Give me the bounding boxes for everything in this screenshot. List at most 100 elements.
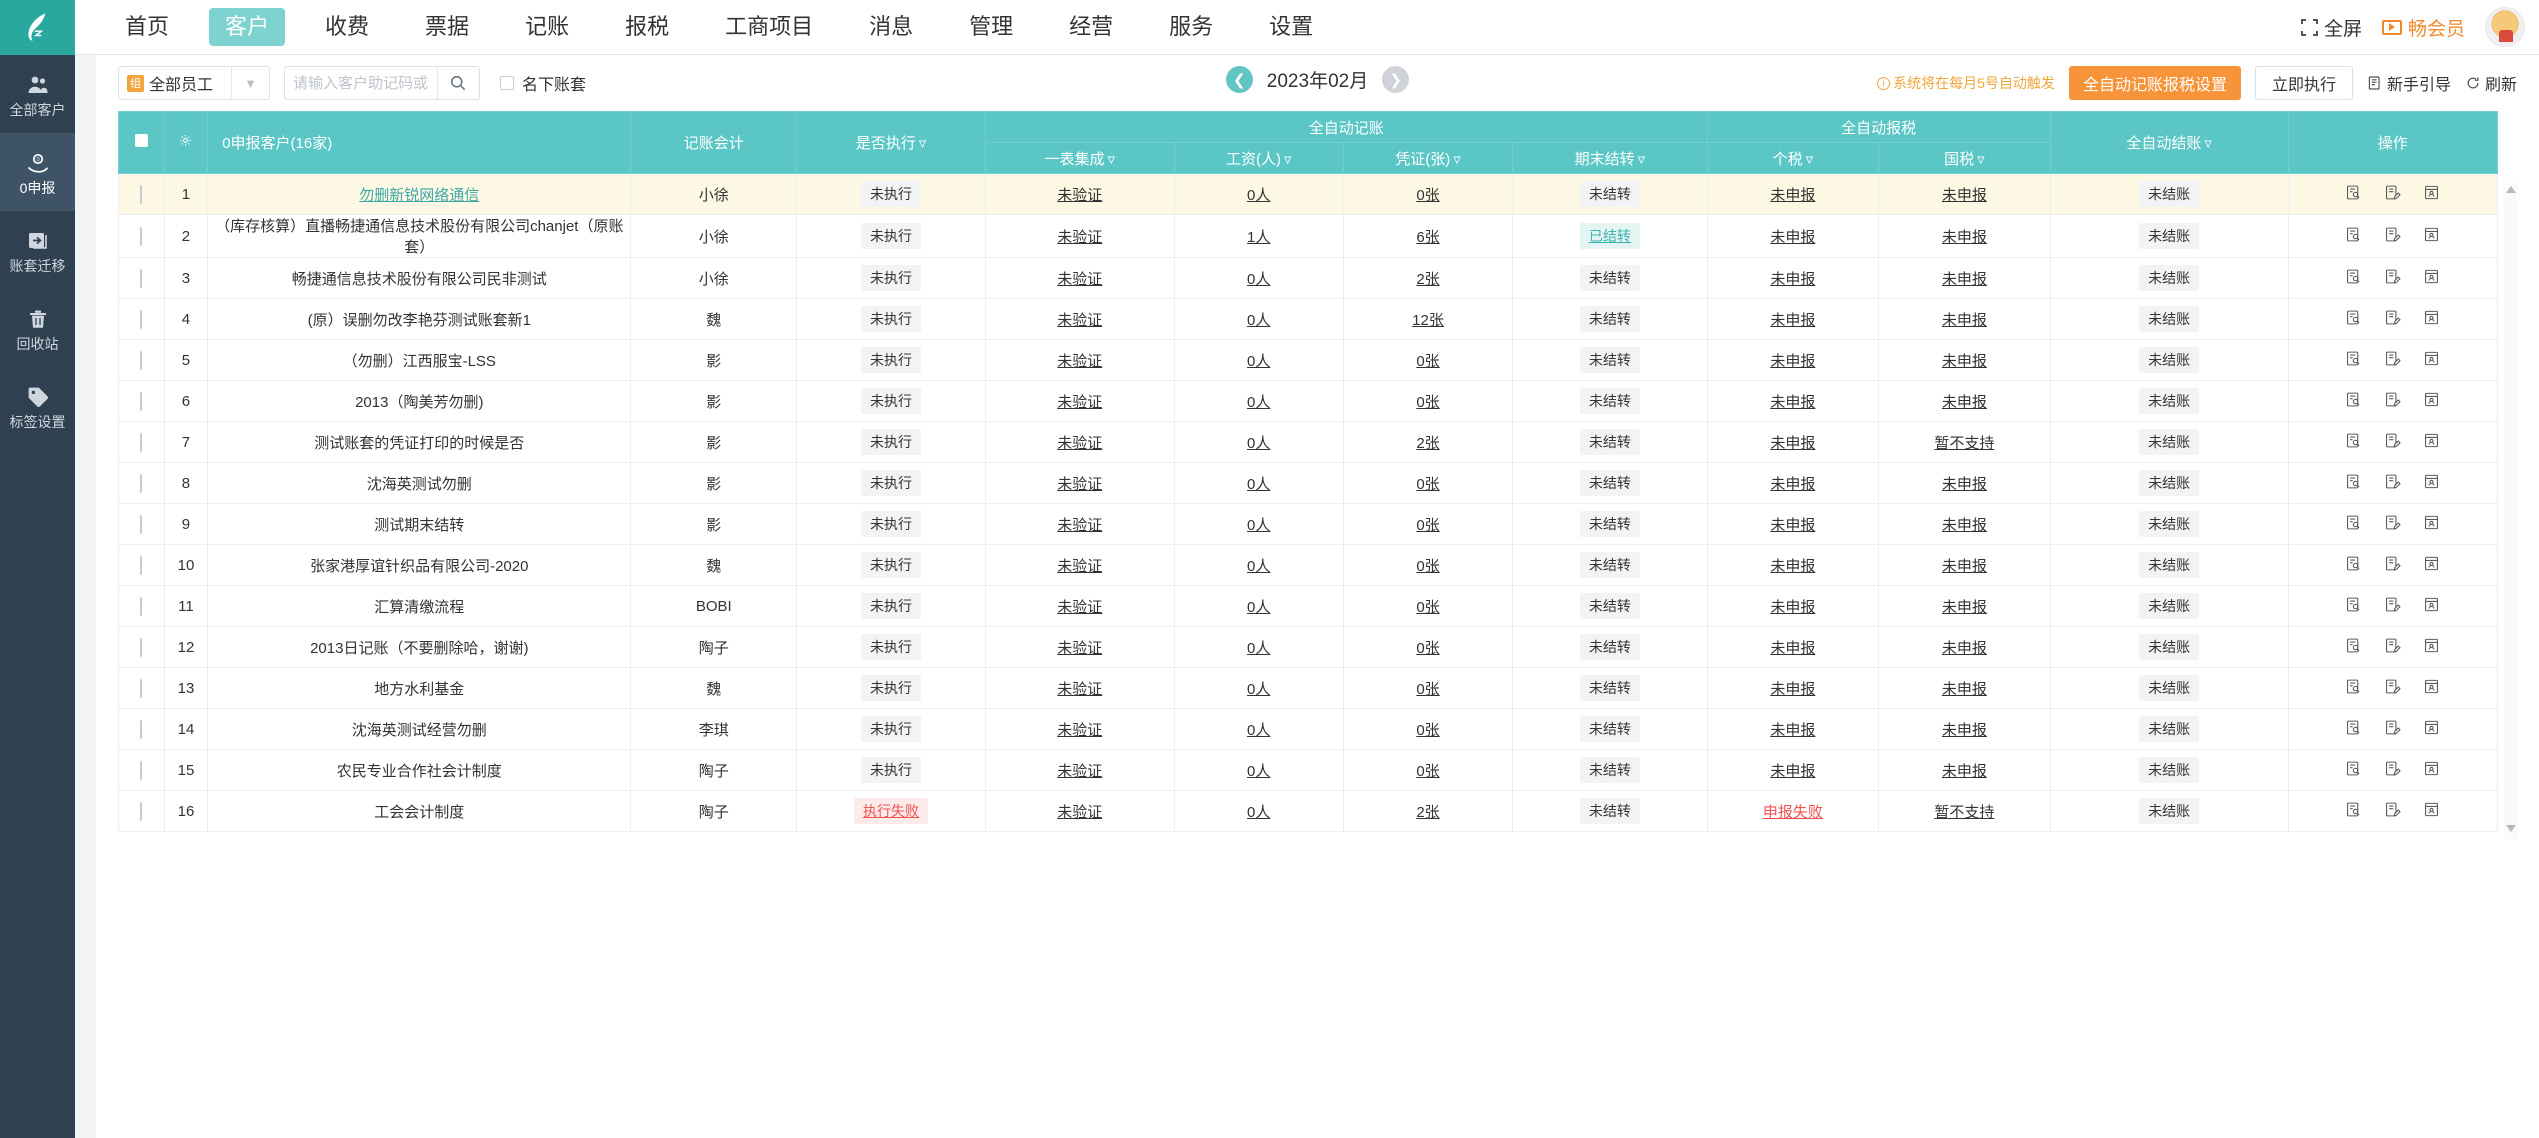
executed-cell[interactable]: 未执行 — [796, 749, 986, 791]
table-row[interactable]: 3 畅捷通信息技术股份有限公司民非测试 小徐 未执行 未验证 0人 2张 未结转 未申报 未申报 未… — [118, 257, 2499, 299]
voucher-cell[interactable]: 0张 — [1342, 708, 1514, 750]
voucher-cell[interactable]: 6张 — [1342, 214, 1514, 258]
sidebar-item-tag-settings[interactable]: 标签设置 — [0, 367, 75, 445]
search-icon[interactable] — [437, 67, 477, 99]
customer-name[interactable]: (原）误删勿改李艳芬测试账套新1 — [307, 311, 531, 329]
personal-tax-status[interactable]: 未申报 — [1770, 639, 1816, 657]
scroll-up-arrow-icon[interactable] — [2505, 186, 2516, 193]
carryover-cell[interactable]: 未结转 — [1512, 790, 1708, 832]
row-checkbox[interactable] — [140, 801, 143, 821]
carryover-cell[interactable]: 未结转 — [1512, 257, 1708, 299]
gear-icon[interactable] — [178, 133, 193, 148]
edit-voucher-icon[interactable] — [2384, 719, 2402, 740]
carryover-status[interactable]: 未结转 — [1579, 429, 1640, 455]
row-checkbox[interactable] — [140, 226, 143, 246]
integration-status[interactable]: 未验证 — [1057, 639, 1103, 657]
salary-value[interactable]: 0人 — [1247, 393, 1271, 411]
table-row[interactable]: 2 （库存核算）直播畅捷通信息技术股份有限公司chanjet（原账套） 小徐 未执行 未… — [118, 214, 2499, 258]
executed-cell[interactable]: 未执行 — [796, 257, 986, 299]
account-book-icon[interactable] — [2423, 432, 2440, 453]
filter-icon[interactable]: ▿ — [1637, 150, 1646, 168]
table-row[interactable]: 5 （勿删）江西服宝-LSS 影 未执行 未验证 0人 0张 未结转 未申报 未申报 未结账 — [118, 339, 2499, 381]
executed-cell[interactable]: 未执行 — [796, 462, 986, 504]
salary-cell[interactable]: 0人 — [1173, 380, 1344, 422]
nav-item-tax[interactable]: 报税 — [625, 13, 670, 39]
account-book-icon[interactable] — [2423, 760, 2440, 781]
auto-close-status[interactable]: 未结账 — [2139, 181, 2200, 207]
carryover-status[interactable]: 未结转 — [1579, 306, 1640, 332]
salary-column-header[interactable]: 工资(人) ▿ — [1173, 142, 1344, 174]
national-tax-cell[interactable]: 未申报 — [1878, 339, 2051, 381]
customer-name[interactable]: 沈海英测试经营勿删 — [351, 721, 487, 739]
view-report-icon[interactable] — [2345, 473, 2362, 494]
executed-cell[interactable]: 未执行 — [796, 173, 986, 215]
national-tax-status[interactable]: 未申报 — [1941, 393, 1987, 411]
personal-tax-cell[interactable]: 未申报 — [1706, 380, 1880, 422]
auto-close-cell[interactable]: 未结账 — [2049, 749, 2289, 791]
national-tax-status[interactable]: 未申报 — [1941, 762, 1987, 780]
sidebar-item-zero-declaration[interactable]: 0 0申报 — [0, 133, 75, 211]
table-row[interactable]: 11 汇算清缴流程 BOBI 未执行 未验证 0人 0张 未结转 未申报 未申报 未结账 — [118, 585, 2499, 627]
customer-name[interactable]: 农民专业合作社会计制度 — [336, 762, 502, 780]
carryover-status[interactable]: 未结转 — [1579, 347, 1640, 373]
personal-tax-status[interactable]: 未申报 — [1770, 598, 1816, 616]
customer-name-cell[interactable]: 农民专业合作社会计制度 — [207, 749, 632, 791]
integration-status[interactable]: 未验证 — [1057, 434, 1103, 452]
voucher-cell[interactable]: 0张 — [1342, 173, 1514, 215]
search-input[interactable] — [285, 67, 437, 99]
edit-voucher-icon[interactable] — [2384, 473, 2402, 494]
auto-close-cell[interactable]: 未结账 — [2049, 214, 2289, 258]
voucher-cell[interactable]: 2张 — [1342, 421, 1514, 463]
salary-cell[interactable]: 1人 — [1173, 214, 1344, 258]
national-tax-cell[interactable]: 暂不支持 — [1878, 790, 2051, 832]
row-checkbox[interactable] — [140, 555, 143, 575]
salary-value[interactable]: 0人 — [1247, 475, 1271, 493]
auto-close-cell[interactable]: 未结账 — [2049, 708, 2289, 750]
executed-status[interactable]: 未执行 — [861, 593, 922, 619]
national-tax-cell[interactable]: 未申报 — [1878, 749, 2051, 791]
carryover-status[interactable]: 未结转 — [1579, 798, 1640, 824]
customer-name-cell[interactable]: 测试期末结转 — [207, 503, 632, 545]
row-checkbox-cell[interactable] — [118, 626, 165, 668]
executed-cell[interactable]: 未执行 — [796, 503, 986, 545]
table-row[interactable]: 4 (原）误删勿改李艳芬测试账套新1 魏 未执行 未验证 0人 12张 未结转 未申报 未申报 未结… — [118, 298, 2499, 340]
row-checkbox[interactable] — [140, 514, 143, 534]
carryover-cell[interactable]: 未结转 — [1512, 544, 1708, 586]
carryover-cell[interactable]: 已结转 — [1512, 214, 1708, 258]
executed-status[interactable]: 未执行 — [861, 716, 922, 742]
auto-close-cell[interactable]: 未结账 — [2049, 790, 2289, 832]
auto-close-status[interactable]: 未结账 — [2139, 265, 2200, 291]
table-row[interactable]: 14 沈海英测试经营勿删 李琪 未执行 未验证 0人 0张 未结转 未申报 未申报 未结账 — [118, 708, 2499, 750]
actions-cell[interactable] — [2287, 298, 2499, 340]
integration-status[interactable]: 未验证 — [1057, 186, 1103, 204]
integration-status[interactable]: 未验证 — [1057, 680, 1103, 698]
actions-cell[interactable] — [2287, 585, 2499, 627]
beginner-guide-button[interactable]: 新手引导 — [2367, 71, 2451, 95]
edit-voucher-icon[interactable] — [2384, 596, 2402, 617]
customer-name-cell[interactable]: 畅捷通信息技术股份有限公司民非测试 — [207, 257, 632, 299]
voucher-value[interactable]: 6张 — [1416, 228, 1440, 246]
voucher-value[interactable]: 2张 — [1416, 803, 1440, 821]
account-book-icon[interactable] — [2423, 514, 2440, 535]
integration-cell[interactable]: 未验证 — [984, 503, 1175, 545]
national-tax-cell[interactable]: 未申报 — [1878, 667, 2051, 709]
auto-close-cell[interactable]: 未结账 — [2049, 585, 2289, 627]
edit-voucher-icon[interactable] — [2384, 555, 2402, 576]
actions-cell[interactable] — [2287, 544, 2499, 586]
auto-close-column-header[interactable]: 全自动结账 ▿ — [2049, 111, 2289, 174]
voucher-value[interactable]: 0张 — [1416, 352, 1440, 370]
salary-cell[interactable]: 0人 — [1173, 667, 1344, 709]
sidebar-item-recycle-bin[interactable]: 回收站 — [0, 289, 75, 367]
member-button[interactable]: 畅会员 — [2381, 14, 2465, 41]
executed-cell[interactable]: 未执行 — [796, 339, 986, 381]
personal-tax-cell[interactable]: 未申报 — [1706, 173, 1880, 215]
filter-icon[interactable]: ▿ — [2204, 135, 2212, 152]
voucher-value[interactable]: 0张 — [1416, 393, 1440, 411]
carryover-status[interactable]: 未结转 — [1579, 634, 1640, 660]
edit-voucher-icon[interactable] — [2384, 350, 2402, 371]
salary-value[interactable]: 0人 — [1247, 598, 1271, 616]
personal-tax-cell[interactable]: 未申报 — [1706, 749, 1880, 791]
salary-value[interactable]: 0人 — [1247, 434, 1271, 452]
integration-cell[interactable]: 未验证 — [984, 298, 1175, 340]
carryover-status[interactable]: 未结转 — [1579, 181, 1640, 207]
